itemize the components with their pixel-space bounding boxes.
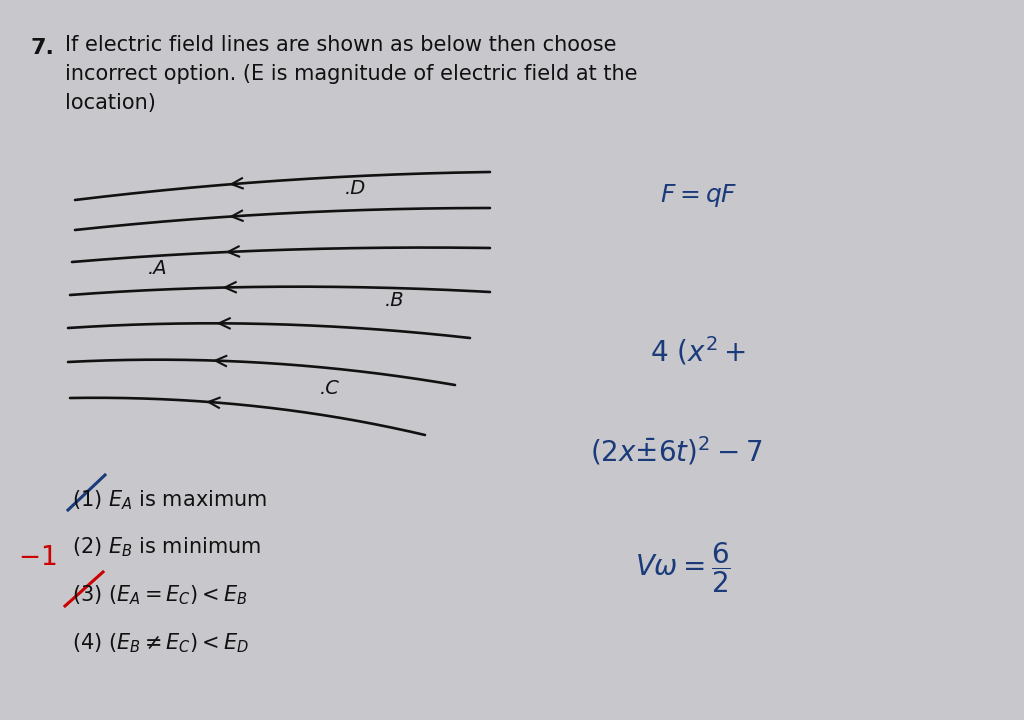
Text: (1) $E_A$ is maximum: (1) $E_A$ is maximum [72, 488, 267, 512]
Text: $-1$: $-1$ [18, 545, 56, 571]
Text: .C: .C [319, 379, 340, 397]
Text: .A: .A [148, 258, 168, 277]
Text: (2) $E_B$ is minimum: (2) $E_B$ is minimum [72, 535, 261, 559]
Text: .D: .D [345, 179, 367, 197]
Text: (4) $(E_B \neq E_C) < E_D$: (4) $(E_B \neq E_C) < E_D$ [72, 631, 249, 654]
Text: If electric field lines are shown as below then choose
incorrect option. (E is m: If electric field lines are shown as bel… [65, 35, 638, 112]
Text: $4\ (x^2 +$: $4\ (x^2 +$ [650, 335, 746, 368]
Text: $V\omega = \dfrac{6}{2}$: $V\omega = \dfrac{6}{2}$ [635, 540, 731, 595]
Text: (3) $(E_A = E_C) < E_B$: (3) $(E_A = E_C) < E_B$ [72, 583, 248, 606]
Text: $F = qF$: $F = qF$ [660, 182, 737, 209]
Text: .B: .B [385, 290, 404, 310]
Text: $(2x\bar{\pm}6t)^2 - 7$: $(2x\bar{\pm}6t)^2 - 7$ [590, 435, 762, 468]
Text: 7.: 7. [30, 38, 54, 58]
